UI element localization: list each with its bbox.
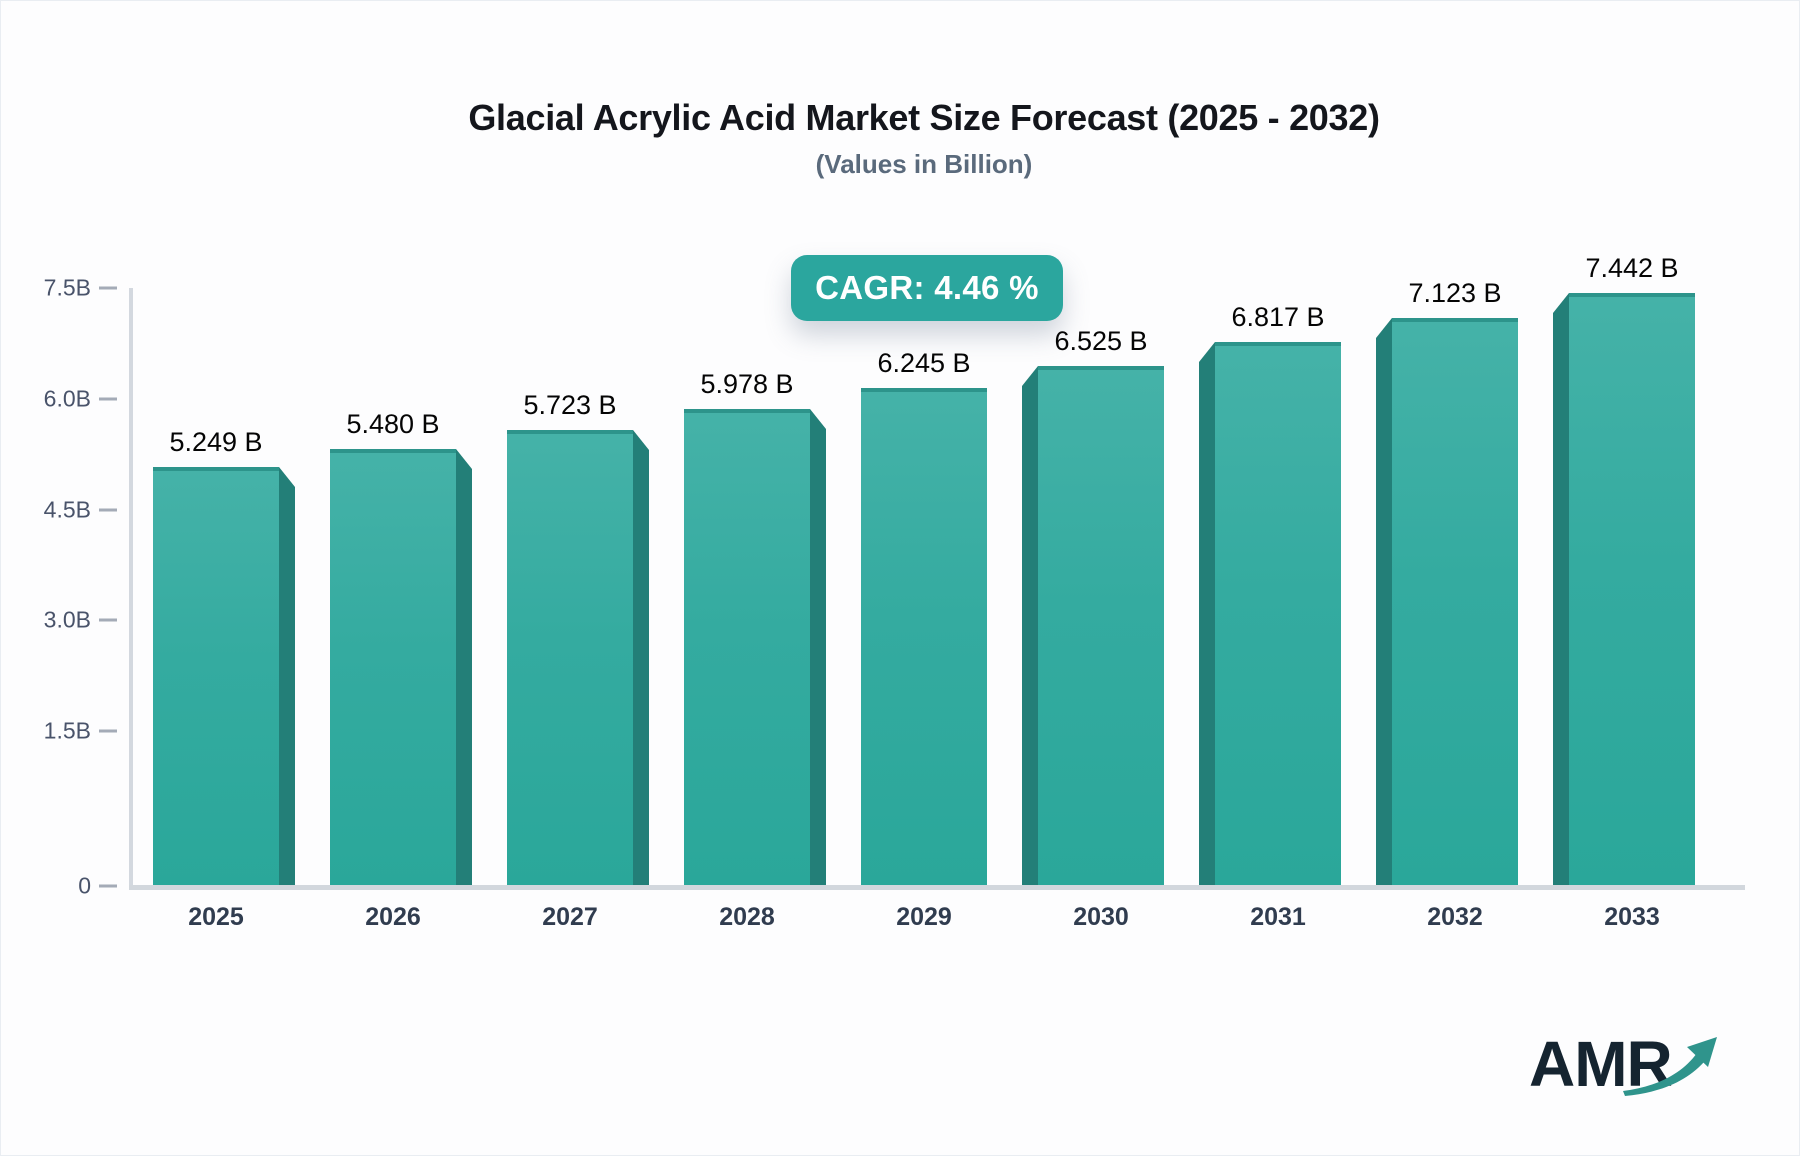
cagr-badge: CAGR: 4.46 % (791, 255, 1063, 321)
x-axis-label: 2025 (188, 903, 244, 931)
y-axis-tick-label: 3.0B (43, 606, 91, 633)
x-axis-label: 2030 (1073, 903, 1129, 931)
chart-title: Glacial Acrylic Acid Market Size Forecas… (468, 97, 1380, 138)
bar-side-face (633, 430, 649, 890)
bar-value-label: 5.978 B (700, 369, 794, 399)
growth-arrow-icon (1623, 1037, 1717, 1096)
bar-side-face (810, 409, 826, 890)
bar (684, 409, 810, 890)
bar (1215, 342, 1341, 890)
x-axis-label: 2029 (896, 903, 952, 931)
x-axis-label: 2028 (719, 903, 775, 931)
bar-value-label: 5.723 B (523, 390, 617, 420)
bar-side-face (279, 467, 295, 890)
bar (1569, 293, 1695, 890)
amr-logo: AMR (1529, 1027, 1729, 1117)
bar-value-label: 6.525 B (1054, 326, 1148, 356)
bar (153, 467, 279, 890)
y-axis-tick-mark (99, 508, 117, 511)
y-axis-line (129, 288, 133, 888)
bar-value-label: 5.480 B (346, 409, 440, 439)
bar-value-label: 6.817 B (1231, 302, 1325, 332)
x-axis-label: 2033 (1604, 903, 1660, 931)
y-axis-tick-mark (99, 286, 117, 290)
y-axis-tick-mark (99, 884, 117, 888)
x-axis-baseline (129, 885, 1745, 890)
x-axis-label: 2031 (1250, 903, 1306, 931)
bar (330, 449, 456, 890)
y-axis-tick-label: 6.0B (43, 385, 91, 412)
y-axis-tick-label: 0 (78, 872, 91, 899)
bar (507, 430, 633, 890)
bar-side-face (1376, 318, 1392, 890)
bar (1392, 318, 1518, 890)
bar-side-face (1553, 293, 1569, 890)
y-axis-tick-mark (99, 397, 117, 401)
bar-side-face (1199, 342, 1215, 890)
y-axis-tick-label: 7.5B (43, 274, 91, 301)
bar (1038, 366, 1164, 890)
bar-value-label: 7.123 B (1408, 278, 1502, 308)
y-axis-tick-mark (99, 729, 117, 733)
y-axis-tick-label: 4.5B (43, 496, 91, 522)
bar (861, 388, 987, 890)
cagr-badge-label: CAGR: 4.46 % (815, 269, 1039, 306)
bar-value-label: 7.442 B (1585, 253, 1679, 283)
x-axis-label: 2026 (365, 903, 421, 931)
chart-subtitle: (Values in Billion) (815, 149, 1033, 179)
x-axis-label: 2032 (1427, 903, 1483, 931)
y-axis-tick-mark (99, 618, 117, 622)
bar-side-face (1022, 366, 1038, 890)
bar-value-label: 6.245 B (877, 348, 971, 378)
y-axis-tick-label: 1.5B (43, 717, 91, 744)
bar-side-face (456, 449, 472, 890)
bar-value-label: 5.249 B (169, 427, 263, 457)
x-axis-label: 2027 (542, 903, 598, 931)
